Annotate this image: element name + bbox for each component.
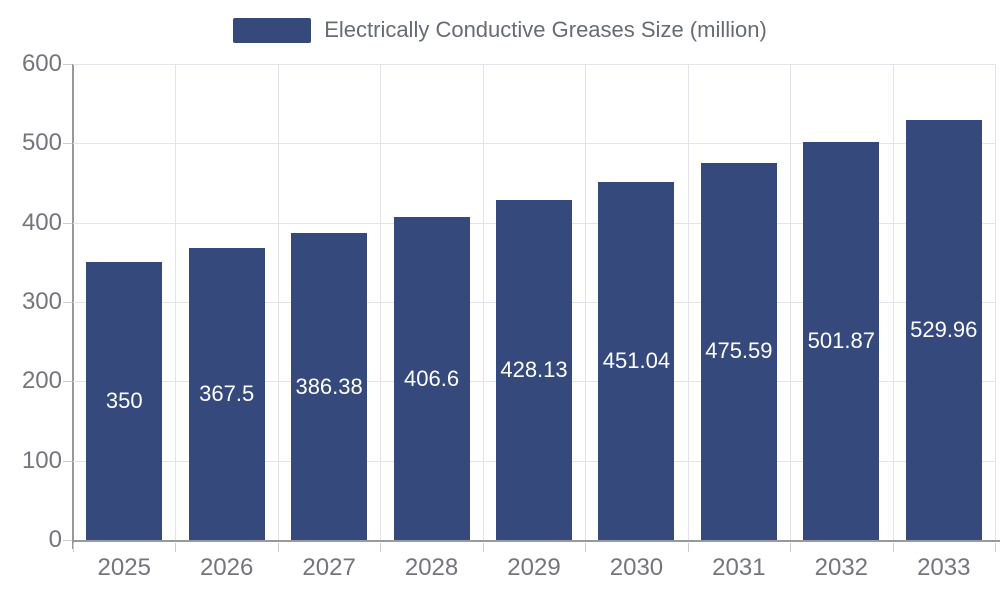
bar-value-label: 475.59 bbox=[705, 338, 773, 364]
y-axis-tick-label: 0 bbox=[48, 526, 62, 553]
bar-value-label: 451.04 bbox=[602, 348, 671, 374]
y-axis-tick-label: 200 bbox=[21, 367, 62, 395]
x-axis-tick-label: 2033 bbox=[917, 554, 971, 581]
bar[interactable]: 475.59 bbox=[700, 162, 777, 540]
x-axis-tick-label: 2029 bbox=[507, 554, 561, 581]
y-gridline bbox=[73, 64, 995, 65]
y-axis-tick-label: 100 bbox=[21, 446, 62, 474]
x-axis-tick bbox=[790, 543, 792, 552]
x-axis-tick bbox=[687, 543, 689, 552]
y-axis-tick-label: 500 bbox=[21, 129, 62, 157]
x-axis-tick-label: 2025 bbox=[97, 554, 151, 581]
x-gridline bbox=[175, 64, 177, 540]
y-axis-tick bbox=[63, 381, 72, 383]
y-axis-tick-label: 600 bbox=[21, 50, 62, 77]
x-axis-tick bbox=[995, 543, 996, 552]
x-gridline bbox=[995, 64, 996, 540]
x-axis-tick-label: 2030 bbox=[609, 554, 664, 581]
y-axis-line bbox=[72, 64, 74, 549]
legend-swatch bbox=[233, 17, 312, 43]
x-axis-tick-label: 2032 bbox=[814, 554, 869, 581]
x-gridline bbox=[585, 64, 587, 540]
x-gridline bbox=[482, 64, 484, 540]
y-axis-tick bbox=[63, 143, 72, 145]
bar-value-label: 386.38 bbox=[295, 373, 363, 399]
bar[interactable]: 350 bbox=[86, 262, 163, 540]
bar[interactable]: 367.5 bbox=[188, 248, 265, 540]
bar[interactable]: 428.13 bbox=[496, 200, 572, 540]
x-gridline bbox=[380, 64, 382, 540]
legend-item[interactable]: Electrically Conductive Greases Size (mi… bbox=[0, 17, 1000, 43]
x-gridline bbox=[687, 64, 689, 540]
x-gridline bbox=[790, 64, 792, 540]
y-axis-tick bbox=[63, 460, 72, 462]
y-axis-tick bbox=[63, 302, 72, 303]
bar-value-label: 529.96 bbox=[910, 316, 978, 342]
x-axis-tick-label: 2031 bbox=[712, 554, 766, 581]
y-gridline bbox=[73, 143, 995, 145]
bar-value-label: 501.87 bbox=[807, 327, 875, 353]
x-axis-tick-label: 2027 bbox=[302, 554, 356, 581]
x-axis-tick-label: 2028 bbox=[404, 554, 459, 581]
legend-label: Electrically Conductive Greases Size (mi… bbox=[324, 17, 767, 42]
bar[interactable]: 529.96 bbox=[905, 119, 982, 540]
x-axis-tick bbox=[585, 543, 587, 552]
y-axis-tick bbox=[63, 222, 72, 224]
plot-area: 350 367.5 386.38 406.6 428.13 451.04 475.59 501… bbox=[63, 64, 1000, 552]
bar[interactable]: 451.04 bbox=[598, 182, 675, 540]
bar[interactable]: 406.6 bbox=[393, 217, 470, 540]
x-axis-tick bbox=[73, 543, 74, 552]
bar-value-label: 367.5 bbox=[199, 381, 255, 407]
x-axis-line bbox=[72, 540, 1000, 542]
x-axis-tick-label: 2026 bbox=[199, 554, 254, 581]
bar-value-label: 350 bbox=[105, 388, 143, 414]
y-axis-tick bbox=[63, 64, 72, 65]
x-axis-tick bbox=[277, 543, 279, 552]
bar-value-label: 428.13 bbox=[500, 357, 568, 383]
x-axis-tick bbox=[175, 543, 177, 552]
x-gridline bbox=[892, 64, 894, 540]
x-axis-tick bbox=[482, 543, 484, 552]
y-axis-tick-label: 400 bbox=[21, 208, 62, 236]
x-gridline bbox=[277, 64, 279, 540]
x-axis-tick bbox=[892, 543, 894, 552]
bar[interactable]: 386.38 bbox=[291, 233, 368, 540]
y-axis-tick-label: 300 bbox=[21, 288, 62, 315]
x-axis-tick bbox=[380, 543, 382, 552]
bar-value-label: 406.6 bbox=[404, 365, 460, 391]
bar[interactable]: 501.87 bbox=[803, 141, 880, 540]
y-axis-tick bbox=[63, 540, 72, 541]
